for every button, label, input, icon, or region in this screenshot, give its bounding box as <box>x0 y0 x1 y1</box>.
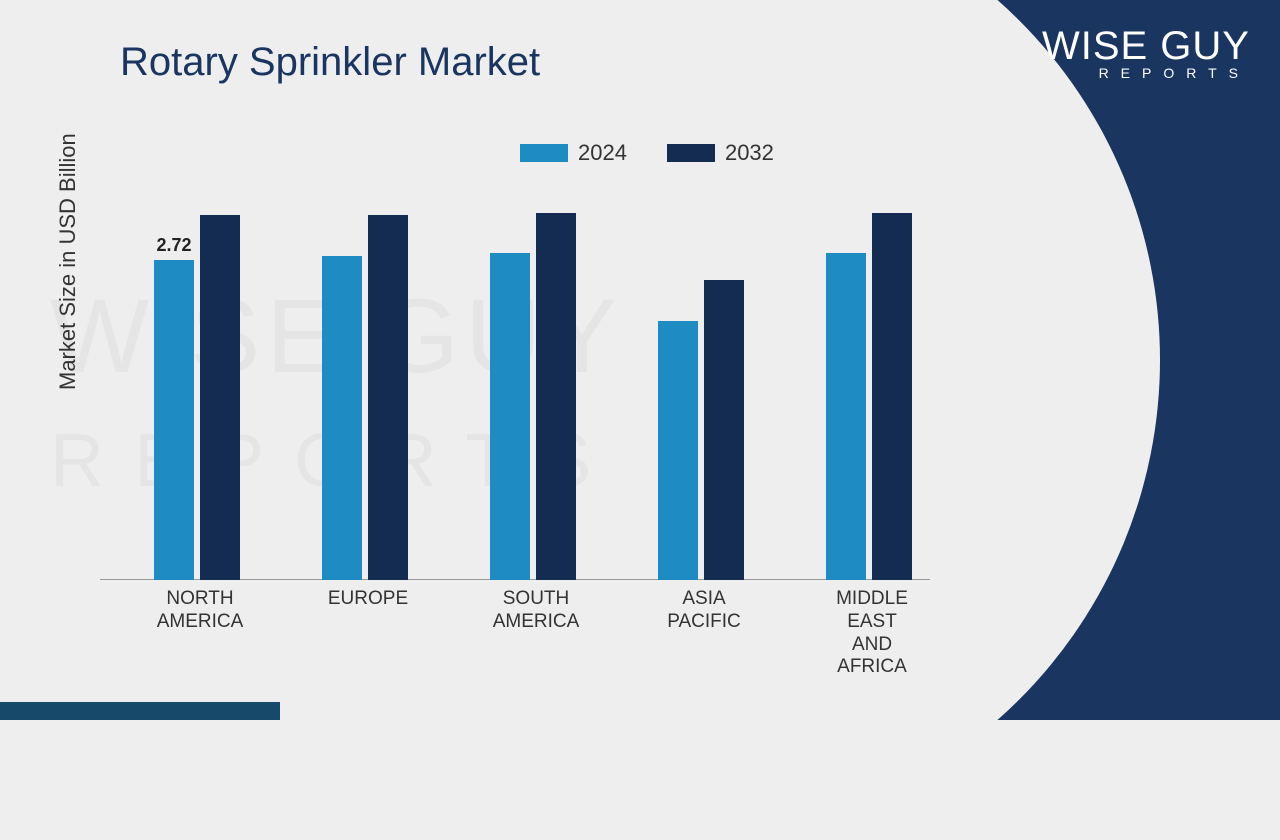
bar-2032 <box>704 280 744 580</box>
legend-swatch-2032 <box>667 144 715 162</box>
category-label: MIDDLEEASTANDAFRICA <box>802 580 942 679</box>
chart-title: Rotary Sprinkler Market <box>120 40 540 85</box>
bar-2024 <box>658 321 698 580</box>
legend-label-2024: 2024 <box>578 140 627 166</box>
brand-logo: WISE GUY REPORTS <box>990 24 1250 81</box>
bar-2032 <box>200 215 240 580</box>
bar-2032 <box>872 213 912 580</box>
category-label: ASIAPACIFIC <box>634 580 774 634</box>
legend: 2024 2032 <box>520 140 774 166</box>
legend-swatch-2024 <box>520 144 568 162</box>
legend-item-2032: 2032 <box>667 140 774 166</box>
category-label: SOUTHAMERICA <box>466 580 606 634</box>
bar-2032 <box>368 215 408 580</box>
bar-2024: 2.72 <box>154 260 194 580</box>
logo-text-sub: REPORTS <box>990 65 1250 81</box>
bar-2032 <box>536 213 576 580</box>
category-label: EUROPE <box>298 580 438 611</box>
bar-value-label: 2.72 <box>156 235 191 260</box>
bar-2024 <box>826 253 866 580</box>
legend-item-2024: 2024 <box>520 140 627 166</box>
bottom-accent-bar <box>0 702 280 720</box>
bar-2024 <box>322 256 362 580</box>
legend-label-2032: 2032 <box>725 140 774 166</box>
bar-2024 <box>490 253 530 580</box>
chart-plot: 2.72NORTHAMERICAEUROPESOUTHAMERICAASIAPA… <box>100 180 930 580</box>
logo-text-main: WISE GUY <box>990 24 1250 69</box>
y-axis-label: Market Size in USD Billion <box>55 133 81 390</box>
category-label: NORTHAMERICA <box>130 580 270 634</box>
